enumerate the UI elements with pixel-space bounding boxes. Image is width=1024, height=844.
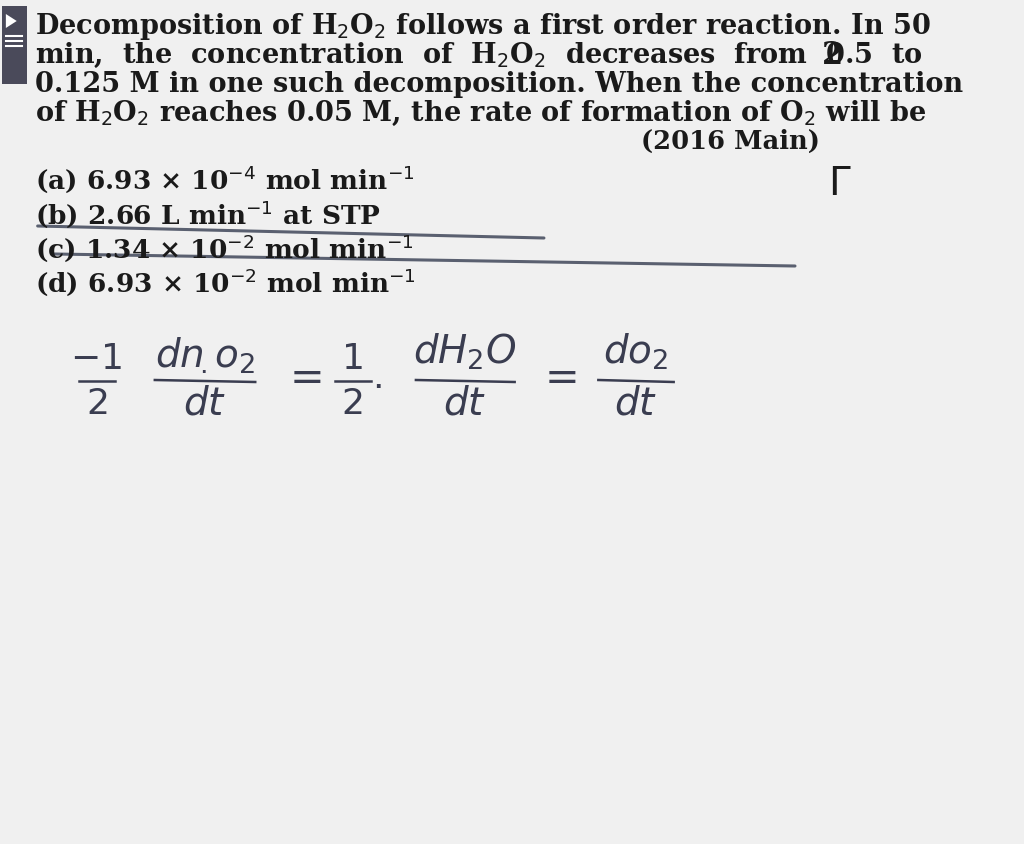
Text: $2$: $2$ — [341, 387, 362, 421]
Text: $2$: $2$ — [86, 387, 106, 421]
Text: of H$_2$O$_2$ reaches 0.05 M, the rate of formation of O$_2$ will be: of H$_2$O$_2$ reaches 0.05 M, the rate o… — [35, 99, 927, 127]
Text: $.$: $.$ — [372, 361, 381, 395]
Text: (b) 2.66 L min$^{-1}$ at STP: (b) 2.66 L min$^{-1}$ at STP — [35, 198, 381, 230]
Text: min,  the  concentration  of  H$_2$O$_2$  decreases  from  0.5  to: min, the concentration of H$_2$O$_2$ dec… — [35, 41, 923, 69]
Text: $\it{dt}$: $\it{dt}$ — [443, 386, 486, 423]
Text: $dH_2O$: $dH_2O$ — [413, 332, 516, 372]
Text: (d) 6.93 × 10$^{-2}$ mol min$^{-1}$: (d) 6.93 × 10$^{-2}$ mol min$^{-1}$ — [35, 266, 416, 298]
Text: $=$: $=$ — [537, 355, 577, 397]
Text: $-1$: $-1$ — [71, 342, 122, 376]
Text: Decomposition of H$_2$O$_2$ follows a first order reaction. In 50: Decomposition of H$_2$O$_2$ follows a fi… — [35, 10, 931, 41]
Text: (a) 6.93 × 10$^{-4}$ mol min$^{-1}$: (a) 6.93 × 10$^{-4}$ mol min$^{-1}$ — [35, 163, 415, 195]
Text: $dn_{\!.}o_2$: $dn_{\!.}o_2$ — [155, 336, 255, 376]
Text: $\it{dt}$: $\it{dt}$ — [614, 386, 657, 423]
FancyBboxPatch shape — [2, 6, 27, 84]
Text: $=$: $=$ — [281, 355, 322, 397]
Text: 0.125 M in one such decomposition. When the concentration: 0.125 M in one such decomposition. When … — [35, 71, 964, 98]
Text: (2016 Main): (2016 Main) — [641, 128, 820, 154]
Text: $\Gamma$: $\Gamma$ — [828, 165, 852, 203]
Text: $1$: $1$ — [341, 342, 362, 376]
Text: $do_2$: $do_2$ — [603, 332, 669, 372]
Text: 2: 2 — [822, 40, 844, 71]
Text: (c) 1.34 × 10$^{-2}$ mol min$^{-1}$: (c) 1.34 × 10$^{-2}$ mol min$^{-1}$ — [35, 232, 414, 264]
Text: $\it{dt}$: $\it{dt}$ — [183, 386, 226, 423]
Polygon shape — [6, 14, 16, 28]
